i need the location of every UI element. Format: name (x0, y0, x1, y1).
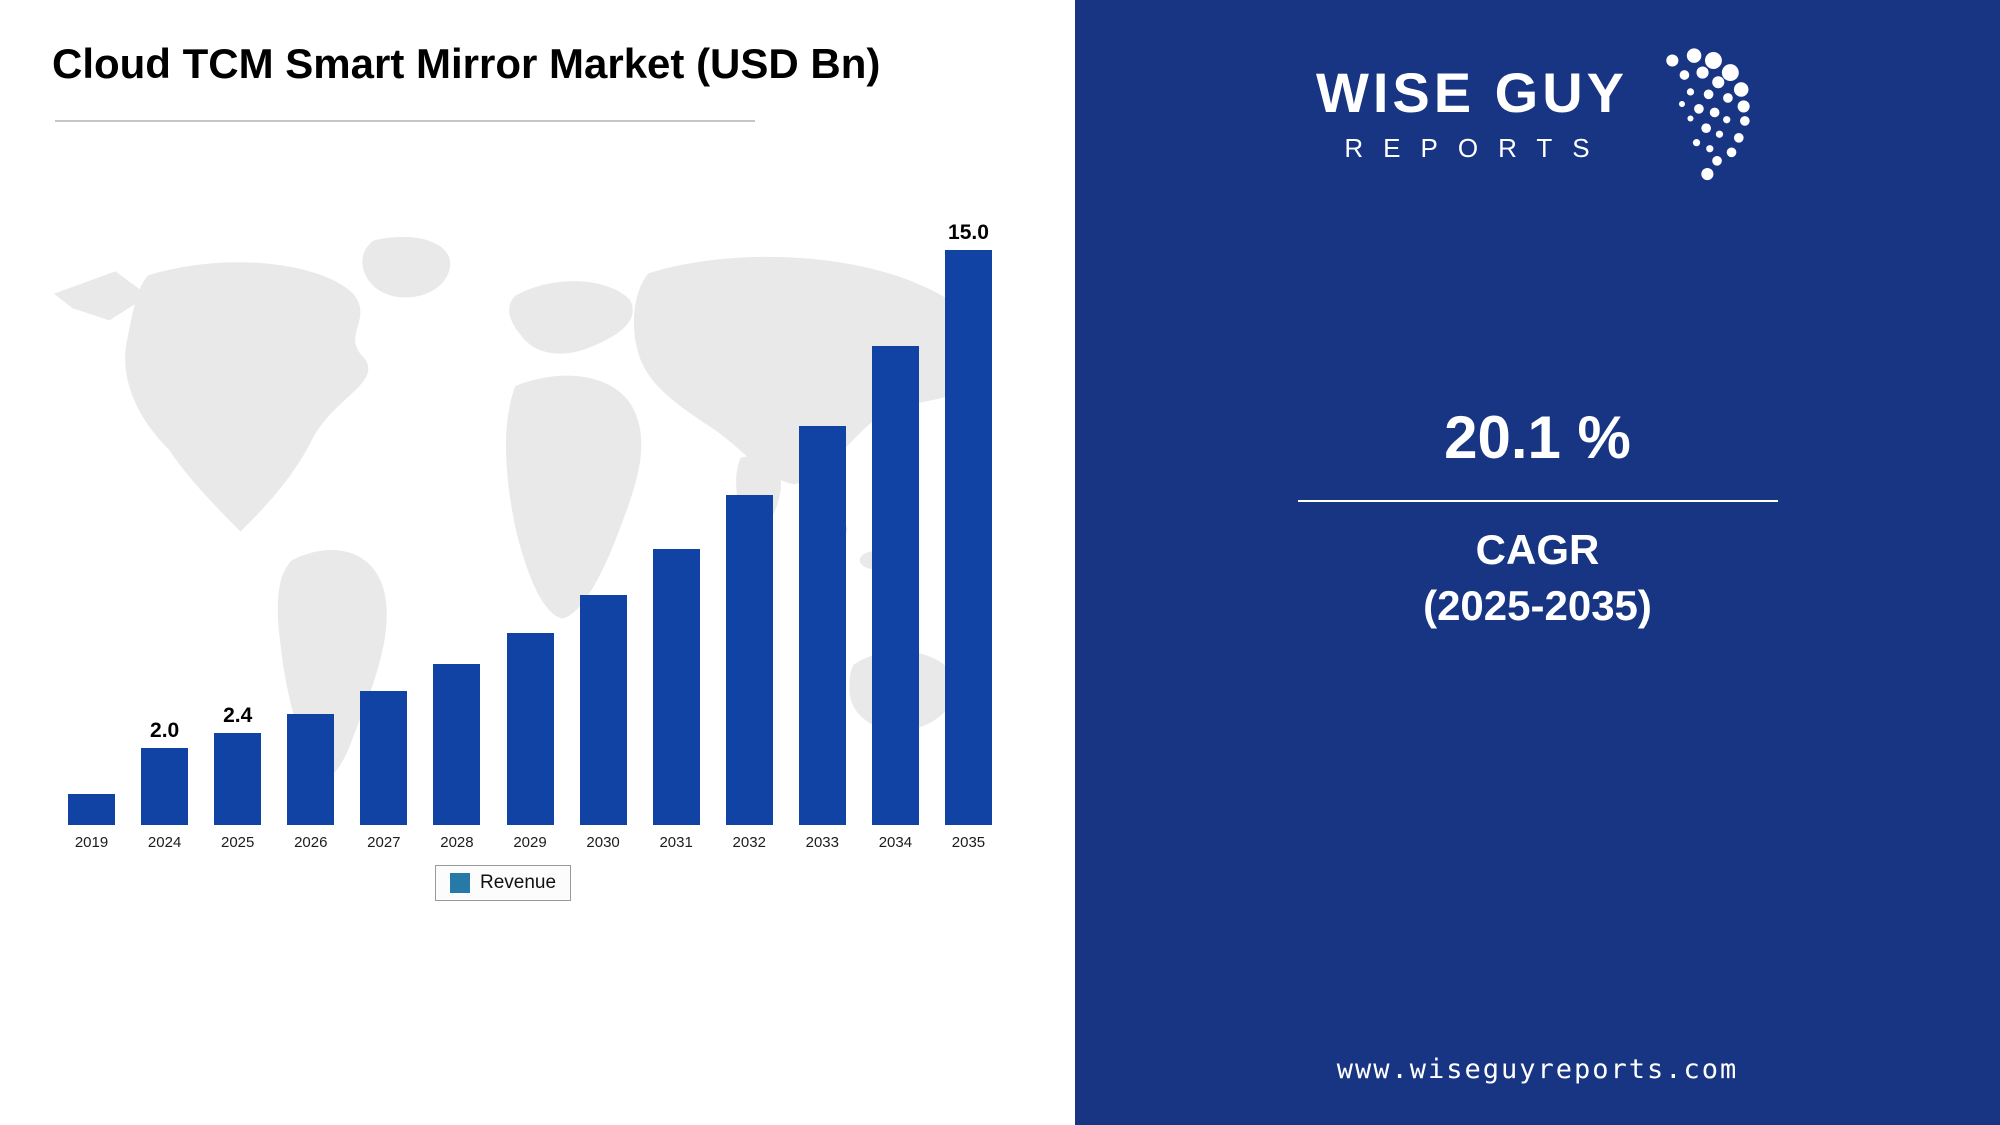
x-axis-tick-label: 2031 (659, 834, 693, 851)
title-underline (55, 120, 755, 122)
cagr-block: 20.1 % CAGR (2025-2035) (1297, 403, 1778, 630)
x-axis-tick-label: 2032 (732, 834, 766, 851)
bar-column (713, 490, 786, 825)
x-axis-tick-label: 2029 (513, 834, 547, 851)
x-axis-tick-label: 2025 (221, 834, 255, 851)
revenue-bar (141, 748, 189, 825)
revenue-bar (871, 345, 919, 825)
x-axis-tick-label: 2019 (74, 834, 109, 851)
logo-wordmark: WISE GUY (1315, 61, 1629, 124)
revenue-bar (944, 250, 992, 825)
cagr-value: 20.1 % (1444, 404, 1631, 471)
bar-column: 15.0 (932, 221, 1005, 825)
dotted-head-icon (1666, 48, 1750, 181)
x-axis-tick-label: 2024 (147, 834, 182, 851)
revenue-bar (798, 426, 846, 825)
bar-column (55, 789, 128, 825)
bar-column (493, 628, 566, 825)
legend-swatch (450, 873, 470, 893)
wise-guy-reports-logo: WISE GUY REPORTS (1316, 48, 1759, 191)
bars-plot-area: 2.0 2.4 15.0 (55, 205, 1005, 825)
chart-legend: Revenue (435, 865, 572, 901)
revenue-bar (579, 595, 627, 825)
bar-value-label: 15.0 (948, 221, 989, 244)
cagr-divider (1297, 500, 1778, 502)
bar-column: 2.4 (201, 704, 274, 825)
bar-value-label: 2.0 (150, 719, 180, 743)
bar-column (274, 709, 347, 825)
bar-column (567, 590, 640, 825)
bar-column (640, 544, 713, 825)
revenue-bar (725, 495, 773, 825)
x-axis-tick-label: 2035 (951, 834, 986, 851)
x-axis-tick-label: 2027 (367, 834, 401, 851)
chart-title: Cloud TCM Smart Mirror Market (USD Bn) (52, 40, 881, 87)
revenue-bar (433, 664, 481, 825)
logo-text: WISE GUY REPORTS (1316, 60, 1628, 164)
revenue-bar (287, 713, 335, 825)
bar-column (420, 659, 493, 825)
legend-label: Revenue (480, 872, 557, 893)
x-axis-tick-label: 2033 (805, 834, 839, 851)
bar-column (859, 341, 932, 825)
cagr-period: (2025-2035) (1423, 582, 1652, 629)
revenue-bar (506, 633, 554, 825)
x-axis-tick-label: 2026 (294, 834, 328, 851)
chart-pane: Cloud TCM Smart Mirror Market (USD Bn) 2… (52, 40, 1005, 901)
x-axis-tick-label: 2028 (440, 834, 474, 851)
bar-column: 2.0 (128, 719, 201, 825)
cagr-label: CAGR (1475, 526, 1600, 573)
website-url: www.wiseguyreports.com (1336, 1054, 1739, 1085)
bar-column (786, 421, 859, 825)
revenue-bar (214, 733, 262, 825)
bar-value-label: 2.4 (223, 704, 253, 727)
bar-column (347, 686, 420, 825)
sidebar: WISE GUY REPORTS 20.1 % (1075, 0, 2000, 1125)
logo-subtitle: REPORTS (1344, 133, 1610, 163)
x-axis: 2019 2024 2025 2026 2027 2028 2029 2030 2031 2032… (55, 834, 1005, 851)
x-axis-tick-label: 2034 (878, 834, 913, 851)
x-axis-tick-label: 2030 (586, 834, 620, 851)
revenue-bar (652, 549, 700, 825)
revenue-bar (68, 794, 116, 825)
bar-chart: 2.0 2.4 15.0 2019 2024 2025 2026 2027 2028 2029 2… (55, 205, 1005, 901)
revenue-bar (360, 690, 408, 825)
